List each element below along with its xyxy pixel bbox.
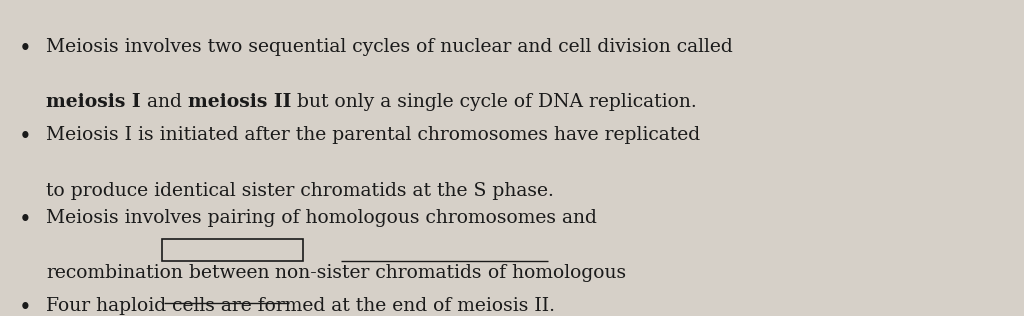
- Text: Meiosis I is initiated after the parental chromosomes have replicated: Meiosis I is initiated after the parenta…: [46, 126, 700, 144]
- Text: •: •: [18, 126, 31, 149]
- Text: Four haploid cells are formed at the end of meiosis II.: Four haploid cells are formed at the end…: [46, 297, 555, 315]
- Bar: [162, 239, 302, 261]
- Text: and: and: [140, 93, 187, 111]
- Text: •: •: [18, 38, 31, 60]
- Text: •: •: [18, 297, 31, 316]
- Text: of homologous: of homologous: [482, 264, 626, 282]
- Text: to produce identical sister chromatids at the S phase.: to produce identical sister chromatids a…: [46, 182, 554, 200]
- Text: between: between: [183, 264, 275, 282]
- Text: •: •: [18, 209, 31, 231]
- Text: Meiosis involves two sequential cycles of nuclear and cell division called: Meiosis involves two sequential cycles o…: [46, 38, 733, 56]
- Text: meiosis II: meiosis II: [187, 93, 291, 111]
- Text: non-sister chromatids: non-sister chromatids: [275, 264, 482, 282]
- Text: recombination: recombination: [46, 264, 183, 282]
- Text: but only a single cycle of DNA replication.: but only a single cycle of DNA replicati…: [291, 93, 696, 111]
- Text: meiosis I: meiosis I: [46, 93, 140, 111]
- Text: Meiosis involves pairing of homologous chromosomes and: Meiosis involves pairing of homologous c…: [46, 209, 597, 227]
